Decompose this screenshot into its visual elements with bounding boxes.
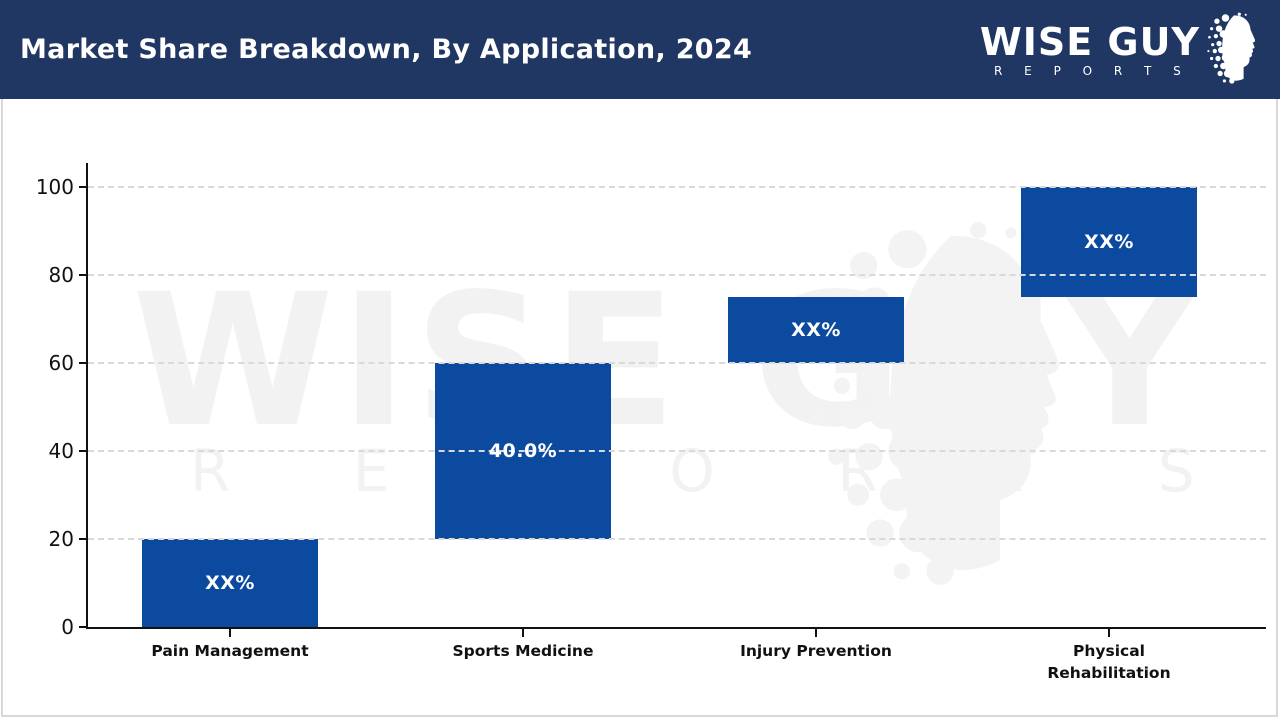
gridline-100	[88, 186, 1266, 188]
y-tick-20	[79, 538, 88, 540]
logo-head-icon	[1207, 12, 1256, 84]
logo-text: WISE GUY R E P O R T S	[980, 23, 1200, 78]
bar-value-label-sports-medicine: 40.0%	[488, 440, 558, 462]
logo-wordmark: WISE GUY	[979, 19, 1200, 64]
x-tick-pain-management	[229, 629, 231, 637]
x-axis-line	[86, 627, 1266, 629]
wise-guy-reports-logo: WISE GUY R E P O R T S	[980, 6, 1266, 94]
x-tick-physical-rehabilitation	[1108, 629, 1110, 637]
page-title: Market Share Breakdown, By Application, …	[20, 34, 753, 65]
x-tick-label-physical-rehabilitation: Physical Rehabilitation	[1047, 642, 1171, 682]
y-tick-label-100: 100	[35, 175, 74, 199]
x-tick-label-pain-management: Pain Management	[151, 642, 309, 660]
gridline-60	[88, 362, 1266, 364]
x-tick-sports-medicine	[522, 629, 524, 637]
y-tick-80	[79, 274, 88, 276]
y-tick-label-80: 80	[48, 263, 74, 287]
x-tick-injury-prevention	[815, 629, 817, 637]
bar-value-label-injury-prevention: XX%	[791, 319, 841, 341]
bar-value-label-pain-management: XX%	[205, 572, 255, 594]
gridline-40	[88, 450, 1266, 452]
y-axis-line	[86, 163, 88, 629]
y-tick-label-60: 60	[48, 351, 74, 375]
logo-subtext: R E P O R T S	[994, 63, 1190, 78]
header-bar: Market Share Breakdown, By Application, …	[0, 0, 1280, 99]
x-tick-label-injury-prevention: Injury Prevention	[740, 642, 892, 660]
x-tick-label-sports-medicine: Sports Medicine	[452, 642, 594, 660]
y-tick-100	[79, 186, 88, 188]
y-tick-40	[79, 450, 88, 452]
bar-pain-management	[142, 539, 318, 627]
gridline-80	[88, 274, 1266, 276]
gridline-20	[88, 538, 1266, 540]
bar-value-label-physical-rehabilitation: XX%	[1084, 231, 1134, 253]
y-tick-label-0: 0	[61, 615, 74, 639]
y-tick-label-20: 20	[48, 527, 74, 551]
y-tick-0	[79, 626, 88, 628]
y-tick-60	[79, 362, 88, 364]
y-tick-label-40: 40	[48, 439, 74, 463]
